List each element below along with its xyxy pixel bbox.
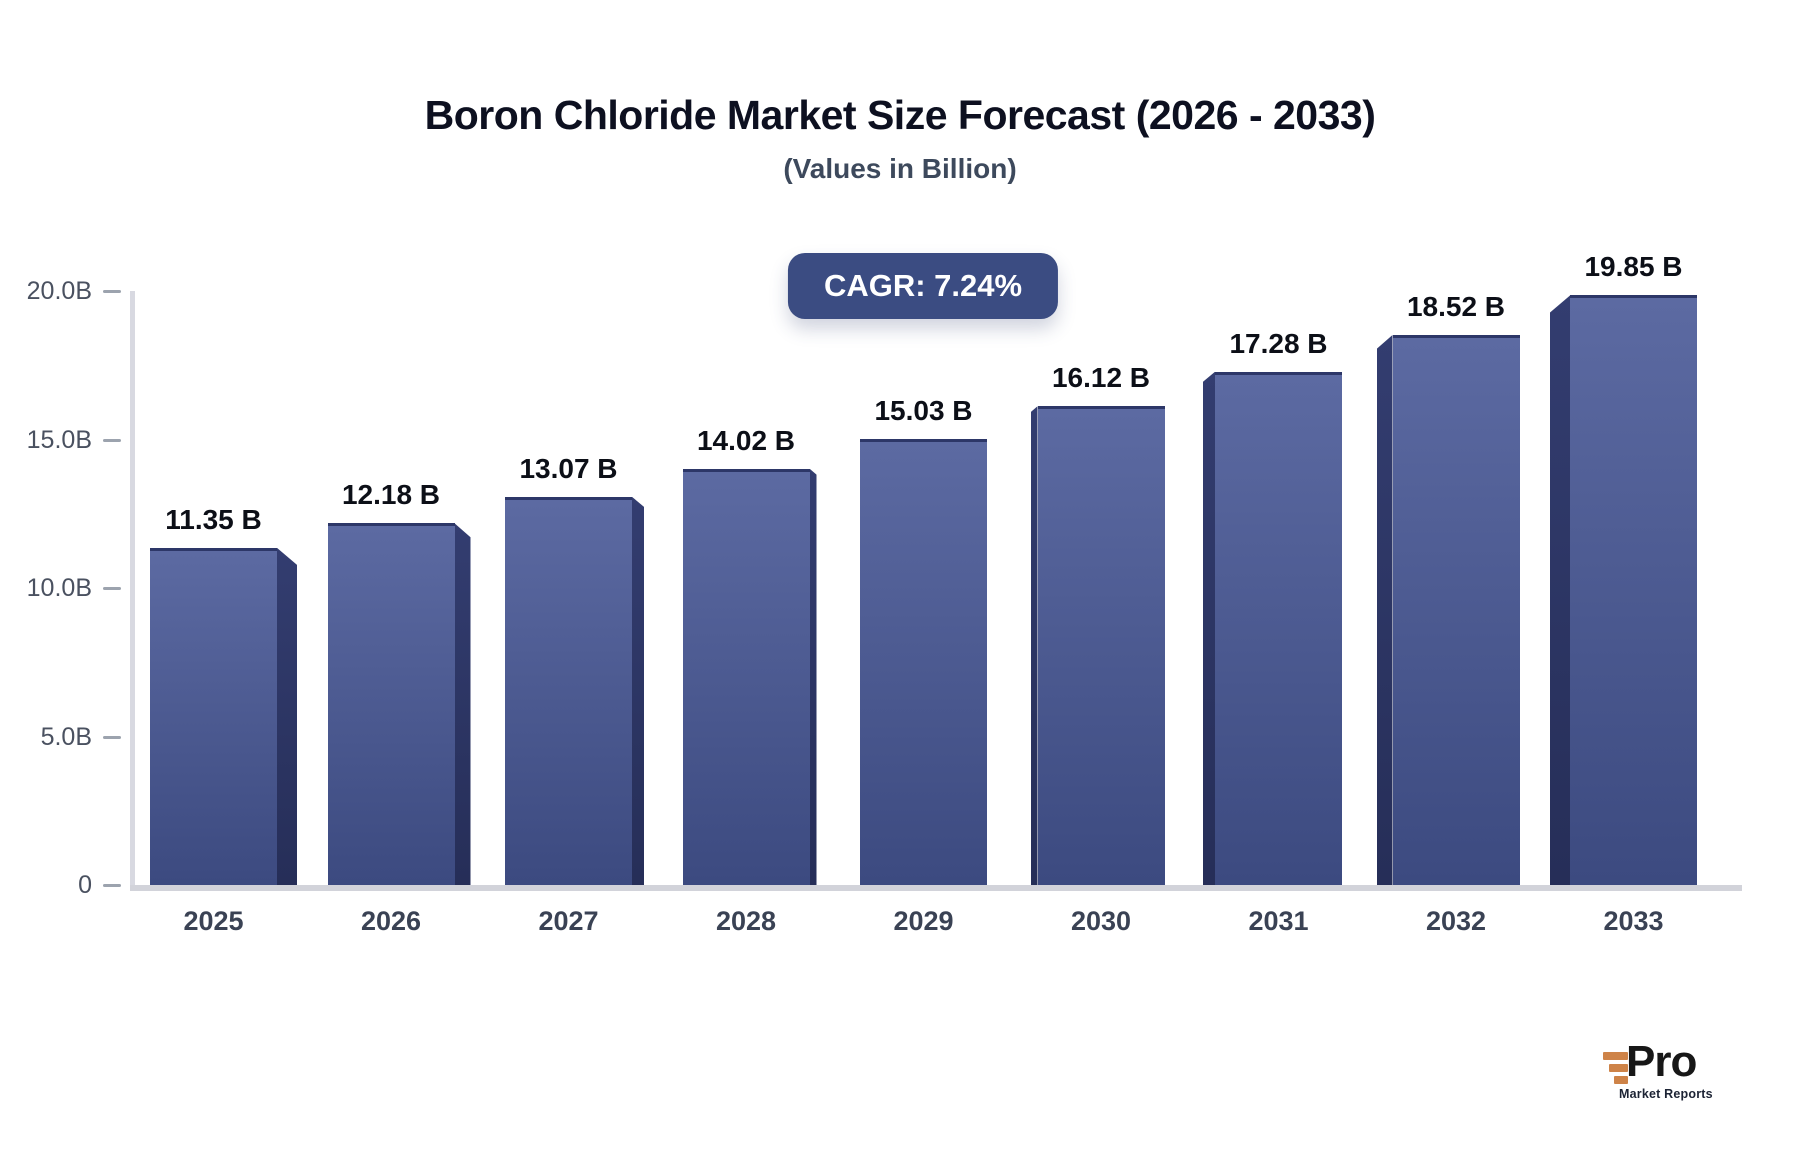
x-axis-tick-label: 2029 [893,906,954,936]
y-axis-tick-label: 5.0B [40,722,92,751]
y-axis-tick-mark [103,884,121,887]
chart-header: Boron Chloride Market Size Forecast (202… [0,92,1800,185]
bar [150,547,277,885]
bar [1037,406,1165,885]
bar-3d-side-face [1376,334,1393,885]
x-axis-baseline [130,885,1742,891]
x-axis-tick-label: 2031 [1248,906,1309,936]
bar-3d-side-face [809,468,817,885]
y-axis-tick-label: 15.0B [26,425,92,454]
bar [1570,295,1697,885]
logo-row: Pro [1603,1040,1763,1084]
bar-3d-side-face [454,523,471,885]
cagr-badge-label: CAGR: 7.24% [823,268,1023,303]
bar [682,468,810,885]
bar [1215,371,1342,885]
bar [327,523,455,885]
x-axis-tick-label: 2028 [715,906,777,936]
bar-value-label: 11.35 B [165,503,262,535]
bar-3d-side-face [1550,295,1570,885]
x-axis-tick-label: 2025 [183,906,244,936]
bar-value-label: 13.07 B [519,452,618,484]
logo-brand-text: Pro [1626,1037,1697,1086]
bar-value-label: 16.12 B [1051,362,1151,394]
bar-3d-side-face [1030,406,1038,885]
chart-subtitle: (Values in Billion) [783,153,1017,184]
x-axis-tick-label: 2026 [360,906,422,936]
bar-3d-side-face [277,547,297,885]
bar-value-label: 12.18 B [341,479,441,511]
y-axis-tick-mark [103,587,121,590]
y-axis-line [130,291,135,891]
y-axis-tick-mark [103,290,121,293]
bar-value-label: 18.52 B [1406,290,1506,322]
logo-tagline-text: Market Reports [1619,1087,1713,1101]
x-axis-tick-label: 2032 [1425,906,1487,936]
y-axis-tick-label: 20.0B [26,277,92,305]
bar-value-label: 15.03 B [874,394,973,426]
bar [1392,334,1520,885]
bar-3d-side-face [632,496,644,885]
y-axis-tick-label: 10.0B [26,574,92,602]
y-axis-tick-mark [103,438,121,442]
bar-3d-side-face [1203,371,1215,885]
chart-title: Boron Chloride Market Size Forecast (202… [424,92,1376,138]
bar [860,438,987,885]
bar-value-label: 17.28 B [1229,327,1328,359]
x-axis-tick-label: 2033 [1603,906,1664,936]
y-axis-tick-mark [103,735,121,739]
bar [505,496,632,885]
cagr-badge: CAGR: 7.24% [787,253,1059,319]
y-axis-tick-label: 0 [78,871,92,899]
bar-value-label: 14.02 B [696,424,796,456]
brand-logo: Pro Market Reports [1603,1040,1763,1101]
logo-bars-icon [1603,1052,1628,1084]
x-axis-tick-label: 2030 [1070,906,1132,936]
bar-value-label: 19.85 B [1584,251,1683,283]
x-axis-tick-label: 2027 [538,906,599,936]
